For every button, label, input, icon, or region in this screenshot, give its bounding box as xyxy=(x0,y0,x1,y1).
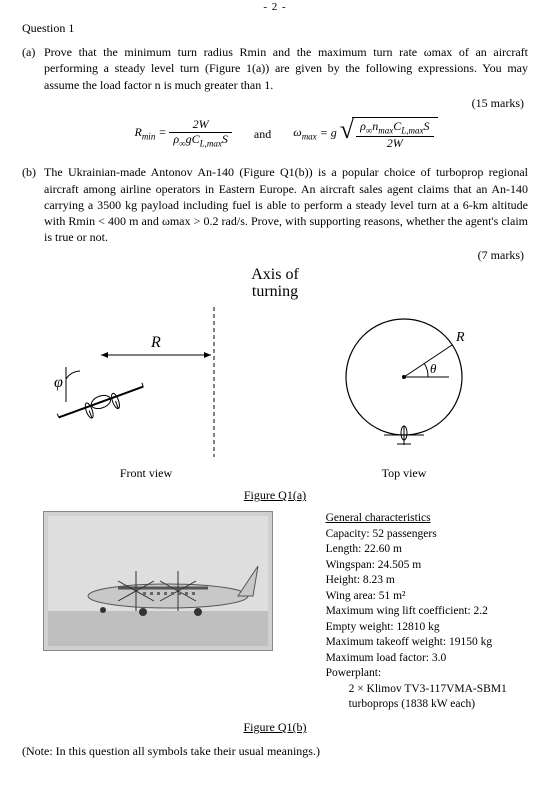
aircraft-photo-cell xyxy=(43,511,273,651)
spec-line: 2 × Klimov TV3-117VMA-SBM1 xyxy=(326,682,507,698)
page-number: - 2 - xyxy=(263,0,286,15)
aircraft-photo-svg xyxy=(48,516,268,646)
equations: Rmin = 2W ρ∞gCL,maxS and ωmax = g √ xyxy=(44,117,528,150)
eq-radicand: ρ∞nmaxCL,maxS 2W xyxy=(352,117,437,150)
eq-lhs2: ωmax xyxy=(293,125,316,139)
eq-eq2: = xyxy=(320,125,331,139)
eq-num1: 2W xyxy=(169,118,231,132)
eq-and: and xyxy=(254,126,271,142)
figure-q1a-row: R φ xyxy=(22,307,528,481)
eq-g: g xyxy=(331,125,337,139)
axis-title: Axis of turning xyxy=(22,266,528,301)
spec-line: Capacity: 52 passengers xyxy=(326,527,507,543)
specs-block: General characteristics Capacity: 52 pas… xyxy=(326,511,507,713)
question-title: Question 1 xyxy=(22,20,528,36)
spec-line: Maximum wing lift coefficient: 2.2 xyxy=(326,604,507,620)
eq-den1: ρ∞gCL,maxS xyxy=(169,133,231,149)
eq-wmax: ωmax = g √ ρ∞nmaxCL,maxS 2W xyxy=(293,117,437,150)
footnote: (Note: In this question all symbols take… xyxy=(22,743,528,759)
eq-frac1: 2W ρ∞gCL,maxS xyxy=(169,118,231,148)
part-b-marks: (7 marks) xyxy=(44,247,528,263)
top-view-svg: R θ xyxy=(304,307,504,457)
spec-line: Wingspan: 24.505 m xyxy=(326,558,507,574)
part-a: (a) Prove that the minimum turn radius R… xyxy=(22,44,528,160)
figure-q1b-caption: Figure Q1(b) xyxy=(22,719,528,735)
eq-eq1: = xyxy=(158,125,169,139)
top-view: R θ Top view xyxy=(304,307,504,481)
figure-q1b: General characteristics Capacity: 52 pas… xyxy=(22,511,528,735)
spec-line: Empty weight: 12810 kg xyxy=(326,620,507,636)
eq-frac2: ρ∞nmaxCL,maxS 2W xyxy=(356,120,433,150)
part-b-text: The Ukrainian-made Antonov An-140 (Figur… xyxy=(44,165,528,244)
phi-label: φ xyxy=(54,374,63,391)
spec-line: Height: 8.23 m xyxy=(326,573,507,589)
eq-rmin: Rmin = 2W ρ∞gCL,maxS xyxy=(134,118,231,148)
top-view-label: Top view xyxy=(304,465,504,481)
R-top-label: R xyxy=(455,330,465,345)
axis-title-2: turning xyxy=(252,283,298,300)
theta-label: θ xyxy=(430,361,437,376)
part-a-marks: (15 marks) xyxy=(44,95,528,111)
part-b: (b) The Ukrainian-made Antonov An-140 (F… xyxy=(22,164,528,265)
axis-title-1: Axis of xyxy=(251,266,299,283)
spec-line: Maximum load factor: 3.0 xyxy=(326,651,507,667)
figure-q1a-caption: Figure Q1(a) xyxy=(22,487,528,503)
front-view-label: Front view xyxy=(46,465,246,481)
spec-line: Length: 22.60 m xyxy=(326,542,507,558)
eq-lhs1: Rmin xyxy=(134,125,155,139)
eq-num2: ρ∞nmaxCL,maxS xyxy=(356,120,433,137)
spec-line: Maximum takeoff weight: 19150 kg xyxy=(326,635,507,651)
spec-line: Powerplant: xyxy=(326,666,507,682)
part-b-label: (b) xyxy=(22,164,44,265)
page: - 2 - Question 1 (a) Prove that the mini… xyxy=(0,0,550,785)
front-view-svg: R φ xyxy=(46,307,246,457)
eq-den2: 2W xyxy=(356,137,433,150)
spec-line: turboprops (1838 kW each) xyxy=(326,697,507,713)
part-a-label: (a) xyxy=(22,44,44,160)
figure-q1b-row: General characteristics Capacity: 52 pas… xyxy=(22,511,528,713)
specs-header: General characteristics xyxy=(326,511,507,527)
part-a-text: Prove that the minimum turn radius Rmin … xyxy=(44,45,528,91)
front-view: R φ xyxy=(46,307,246,481)
aircraft-photo xyxy=(43,511,273,651)
part-b-body: The Ukrainian-made Antonov An-140 (Figur… xyxy=(44,164,528,265)
part-a-body: Prove that the minimum turn radius Rmin … xyxy=(44,44,528,160)
eq-sqrt: √ ρ∞nmaxCL,maxS 2W xyxy=(340,117,438,150)
R-label: R xyxy=(150,334,161,351)
spec-line: Wing area: 51 m² xyxy=(326,589,507,605)
figure-q1a: Axis of turning R xyxy=(22,266,528,504)
